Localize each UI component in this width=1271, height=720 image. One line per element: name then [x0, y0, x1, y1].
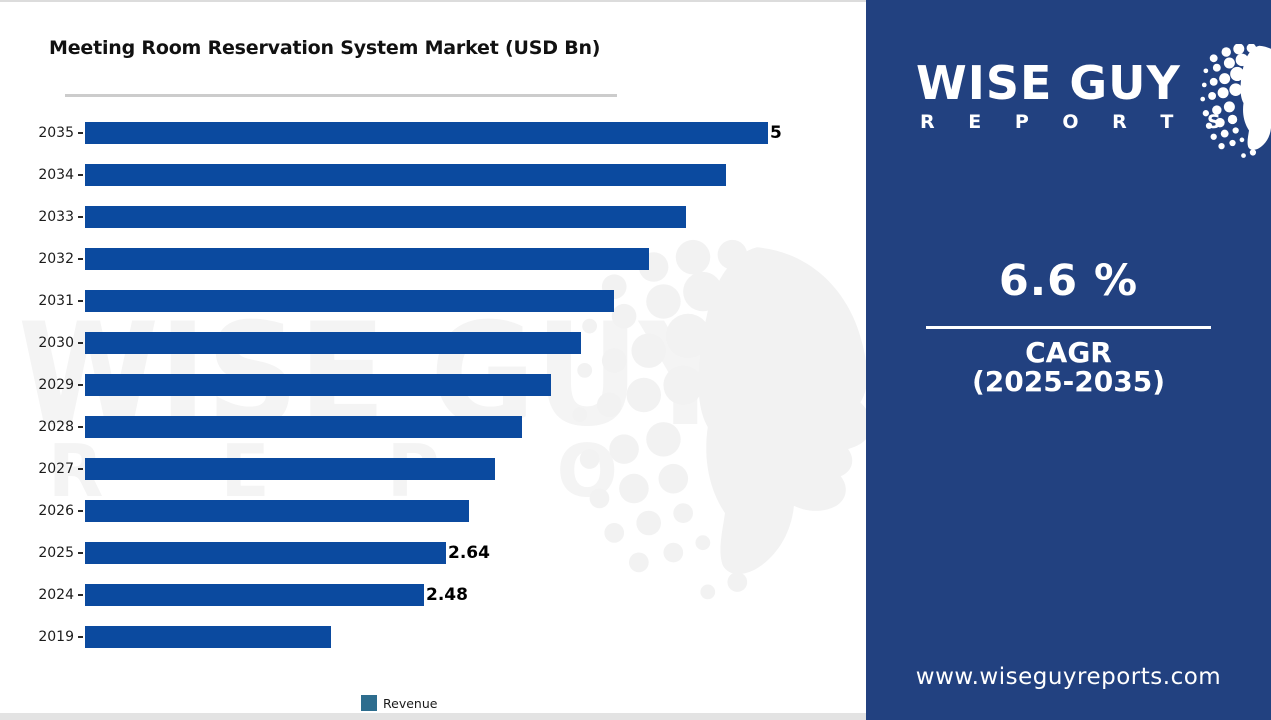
year-tick-label: 2024 — [38, 587, 74, 603]
revenue-bar-2032 — [85, 248, 649, 270]
chart-title: Meeting Room Reservation System Market (… — [49, 37, 601, 59]
year-tick-label: 2030 — [38, 335, 74, 351]
revenue-bar-2033 — [85, 206, 686, 228]
axis-tick — [78, 216, 83, 218]
title-underline — [65, 94, 617, 97]
bar-row-2028: 2028 — [0, 406, 866, 448]
year-tick-label: 2031 — [38, 293, 74, 309]
revenue-bar-2030 — [85, 332, 581, 354]
cagr-label-line1: CAGR — [1025, 336, 1112, 369]
bar-row-2027: 2027 — [0, 448, 866, 490]
bar-row-2030: 2030 — [0, 322, 866, 364]
watermark-head-logo-icon — [572, 239, 866, 600]
bar-row-2019: 2019 — [0, 616, 866, 658]
cagr-label-line2: (2025-2035) — [971, 365, 1166, 399]
year-tick-label: 2025 — [38, 545, 74, 561]
year-tick-label: 2035 — [38, 125, 74, 141]
bar-value-label: 2.48 — [426, 585, 468, 605]
legend: Revenue — [361, 695, 437, 711]
cagr-value: 6.6 % — [998, 256, 1139, 306]
revenue-bar-2034 — [85, 164, 726, 186]
axis-tick — [78, 342, 83, 344]
logo-reports-text: R E P O R T S — [920, 111, 1235, 133]
axis-tick — [78, 636, 83, 638]
cagr-divider — [926, 326, 1211, 329]
logo-head-icon — [1200, 44, 1271, 158]
axis-tick — [78, 468, 83, 470]
revenue-bar-2031 — [85, 290, 614, 312]
bar-row-2033: 2033 — [0, 196, 866, 238]
logo-wordmark: WISE GUY — [916, 56, 1181, 110]
revenue-bar-2024 — [85, 584, 424, 606]
revenue-bar-2026 — [85, 500, 469, 522]
brand-panel: WISE GUY R E P O R T S 6.6 % CAGR (2025-… — [866, 0, 1271, 720]
year-tick-label: 2033 — [38, 209, 74, 225]
year-tick-label: 2029 — [38, 377, 74, 393]
chart-card: WISE GUY R E P O R T S Meeting Room Rese… — [0, 0, 866, 720]
year-tick-label: 2032 — [38, 251, 74, 267]
legend-swatch-icon — [361, 695, 377, 711]
year-tick-label: 2027 — [38, 461, 74, 477]
axis-tick — [78, 132, 83, 134]
axis-tick — [78, 300, 83, 302]
year-tick-label: 2028 — [38, 419, 74, 435]
wise-guy-logo: WISE GUY R E P O R T S — [916, 42, 1271, 167]
revenue-bar-2019 — [85, 626, 331, 648]
year-tick-label: 2019 — [38, 629, 74, 645]
axis-tick — [78, 426, 83, 428]
bar-row-2035: 2035 5 — [0, 112, 866, 154]
axis-tick — [78, 510, 83, 512]
axis-tick — [78, 174, 83, 176]
bar-row-2029: 2029 — [0, 364, 866, 406]
axis-tick — [78, 384, 83, 386]
website-url: www.wiseguyreports.com — [915, 664, 1222, 690]
bar-row-2025: 2025 2.64 — [0, 532, 866, 574]
bar-row-2031: 2031 — [0, 280, 866, 322]
year-tick-label: 2034 — [38, 167, 74, 183]
revenue-bar-2028 — [85, 416, 522, 438]
bar-row-2026: 2026 — [0, 490, 866, 532]
bar-row-2024: 2024 2.48 — [0, 574, 866, 616]
axis-tick — [78, 594, 83, 596]
legend-label: Revenue — [383, 695, 438, 711]
axis-tick — [78, 258, 83, 260]
bar-row-2034: 2034 — [0, 154, 866, 196]
revenue-bar-2035 — [85, 122, 768, 144]
revenue-bar-2029 — [85, 374, 551, 396]
bar-value-label: 2.64 — [448, 543, 490, 563]
bar-value-label: 5 — [770, 123, 782, 143]
revenue-bar-2025 — [85, 542, 446, 564]
year-tick-label: 2026 — [38, 503, 74, 519]
bar-row-2032: 2032 — [0, 238, 866, 280]
revenue-bar-2027 — [85, 458, 495, 480]
axis-tick — [78, 552, 83, 554]
cagr-label: CAGR (2025-2035) — [866, 338, 1271, 397]
bar-chart: 2035 5 2034 2033 2032 2031 2030 2029 2028 2027 202… — [0, 112, 866, 658]
